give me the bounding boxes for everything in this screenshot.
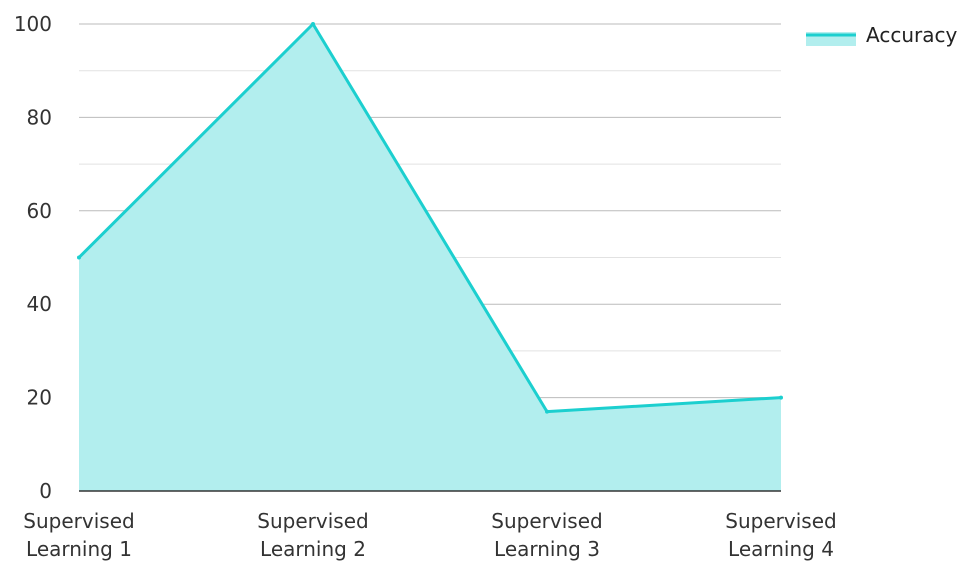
y-tick-label: 20	[27, 386, 52, 410]
data-point[interactable]	[77, 255, 81, 260]
x-tick-label: Supervised Learning 2	[257, 509, 368, 561]
y-tick-label: 60	[27, 199, 52, 223]
x-tick-label: Supervised Learning 4	[725, 509, 836, 561]
y-axis: 0 20 40 60 80 100	[14, 12, 52, 503]
series-area-fill	[79, 24, 781, 491]
plot-area	[77, 22, 783, 492]
legend-label: Accuracy	[866, 23, 957, 47]
data-point[interactable]	[311, 22, 315, 26]
data-point[interactable]	[779, 395, 783, 400]
legend[interactable]: Accuracy	[806, 23, 957, 47]
x-tick-label: Supervised Learning 1	[23, 509, 134, 561]
y-tick-label: 80	[27, 105, 52, 129]
data-point[interactable]	[545, 409, 549, 414]
y-tick-label: 100	[14, 12, 52, 36]
y-tick-label: 0	[39, 479, 52, 503]
y-tick-label: 40	[27, 292, 52, 316]
x-axis: Supervised Learning 1 Supervised Learning 2…	[23, 509, 836, 561]
x-tick-label: Supervised Learning 3	[491, 509, 602, 561]
series-line	[77, 22, 782, 414]
